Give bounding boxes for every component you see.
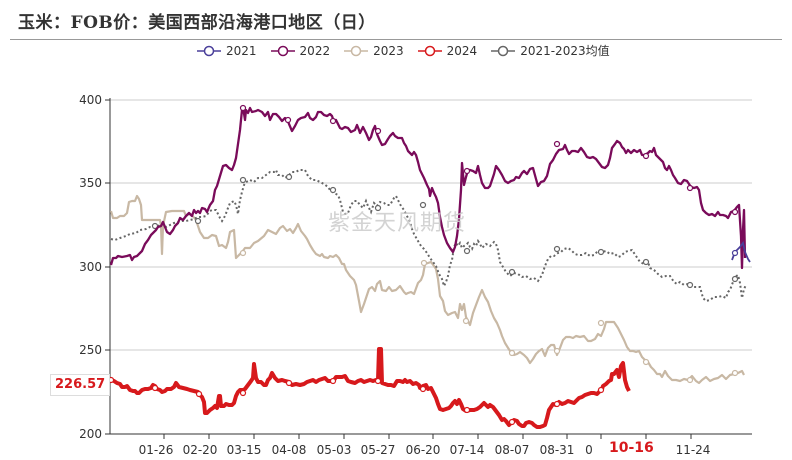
legend-item-average[interactable]: 2021-2023均值 [491, 42, 610, 59]
series-2022-markers [239, 104, 739, 216]
legend-marker-icon [417, 45, 442, 56]
legend-label: 2024 [446, 43, 478, 58]
series-average-line [110, 168, 747, 303]
svg-text:01-26: 01-26 [139, 443, 174, 457]
legend-marker-icon [270, 45, 295, 56]
svg-text:0: 0 [585, 443, 593, 457]
legend-label: 2022 [299, 43, 331, 58]
svg-text:07-14: 07-14 [450, 443, 485, 457]
svg-text:04-08: 04-08 [272, 443, 307, 457]
legend-item-2024[interactable]: 2024 [417, 42, 478, 59]
series-2023-markers [239, 249, 739, 384]
svg-text:05-27: 05-27 [361, 443, 396, 457]
legend-marker-icon [491, 45, 516, 56]
svg-text:08-07: 08-07 [495, 443, 530, 457]
watermark: 紫金天风期货 [328, 211, 467, 236]
svg-text:05-03: 05-03 [317, 443, 352, 457]
y-ticks [105, 99, 110, 435]
x-ticks [163, 434, 692, 439]
series-average-markers [151, 173, 739, 289]
svg-text:400: 400 [79, 93, 102, 107]
legend-label: 2023 [373, 43, 404, 58]
svg-text:11-24: 11-24 [676, 443, 711, 457]
x-tick-labels: 01-26 02-20 03-15 04-08 05-03 05-27 06-2… [139, 443, 711, 457]
legend-label: 2021-2023均值 [520, 44, 610, 58]
legend-item-2023[interactable]: 2023 [344, 42, 404, 59]
svg-text:200: 200 [79, 427, 102, 441]
svg-text:350: 350 [79, 176, 102, 190]
legend-marker-icon [344, 45, 369, 56]
legend-label: 2021 [226, 43, 257, 58]
legend-item-2021[interactable]: 2021 [197, 42, 257, 59]
title-divider [10, 39, 782, 40]
highlighted-date-label: 10-16 [609, 440, 654, 456]
svg-text:02-20: 02-20 [183, 443, 218, 457]
current-value-label: 226.57 [50, 374, 111, 396]
y-tick-labels: 400 350 300 250 200 [79, 93, 102, 441]
series-2022-line [109, 105, 747, 270]
svg-text:06-20: 06-20 [406, 443, 441, 457]
chart-title: 玉米：FOB价：美国西部沿海港口地区（日） [18, 13, 376, 33]
svg-text:03-15: 03-15 [227, 443, 262, 457]
svg-text:08-31: 08-31 [540, 443, 575, 457]
series-2024-line [110, 347, 631, 429]
svg-text:300: 300 [79, 260, 102, 274]
series-2021-markers [731, 249, 739, 257]
svg-text:250: 250 [79, 343, 102, 357]
legend-marker-icon [197, 45, 221, 56]
legend-item-2022[interactable]: 2022 [270, 42, 331, 59]
legend: 2021 2022 2023 2024 2021-2023均值 [197, 42, 610, 59]
